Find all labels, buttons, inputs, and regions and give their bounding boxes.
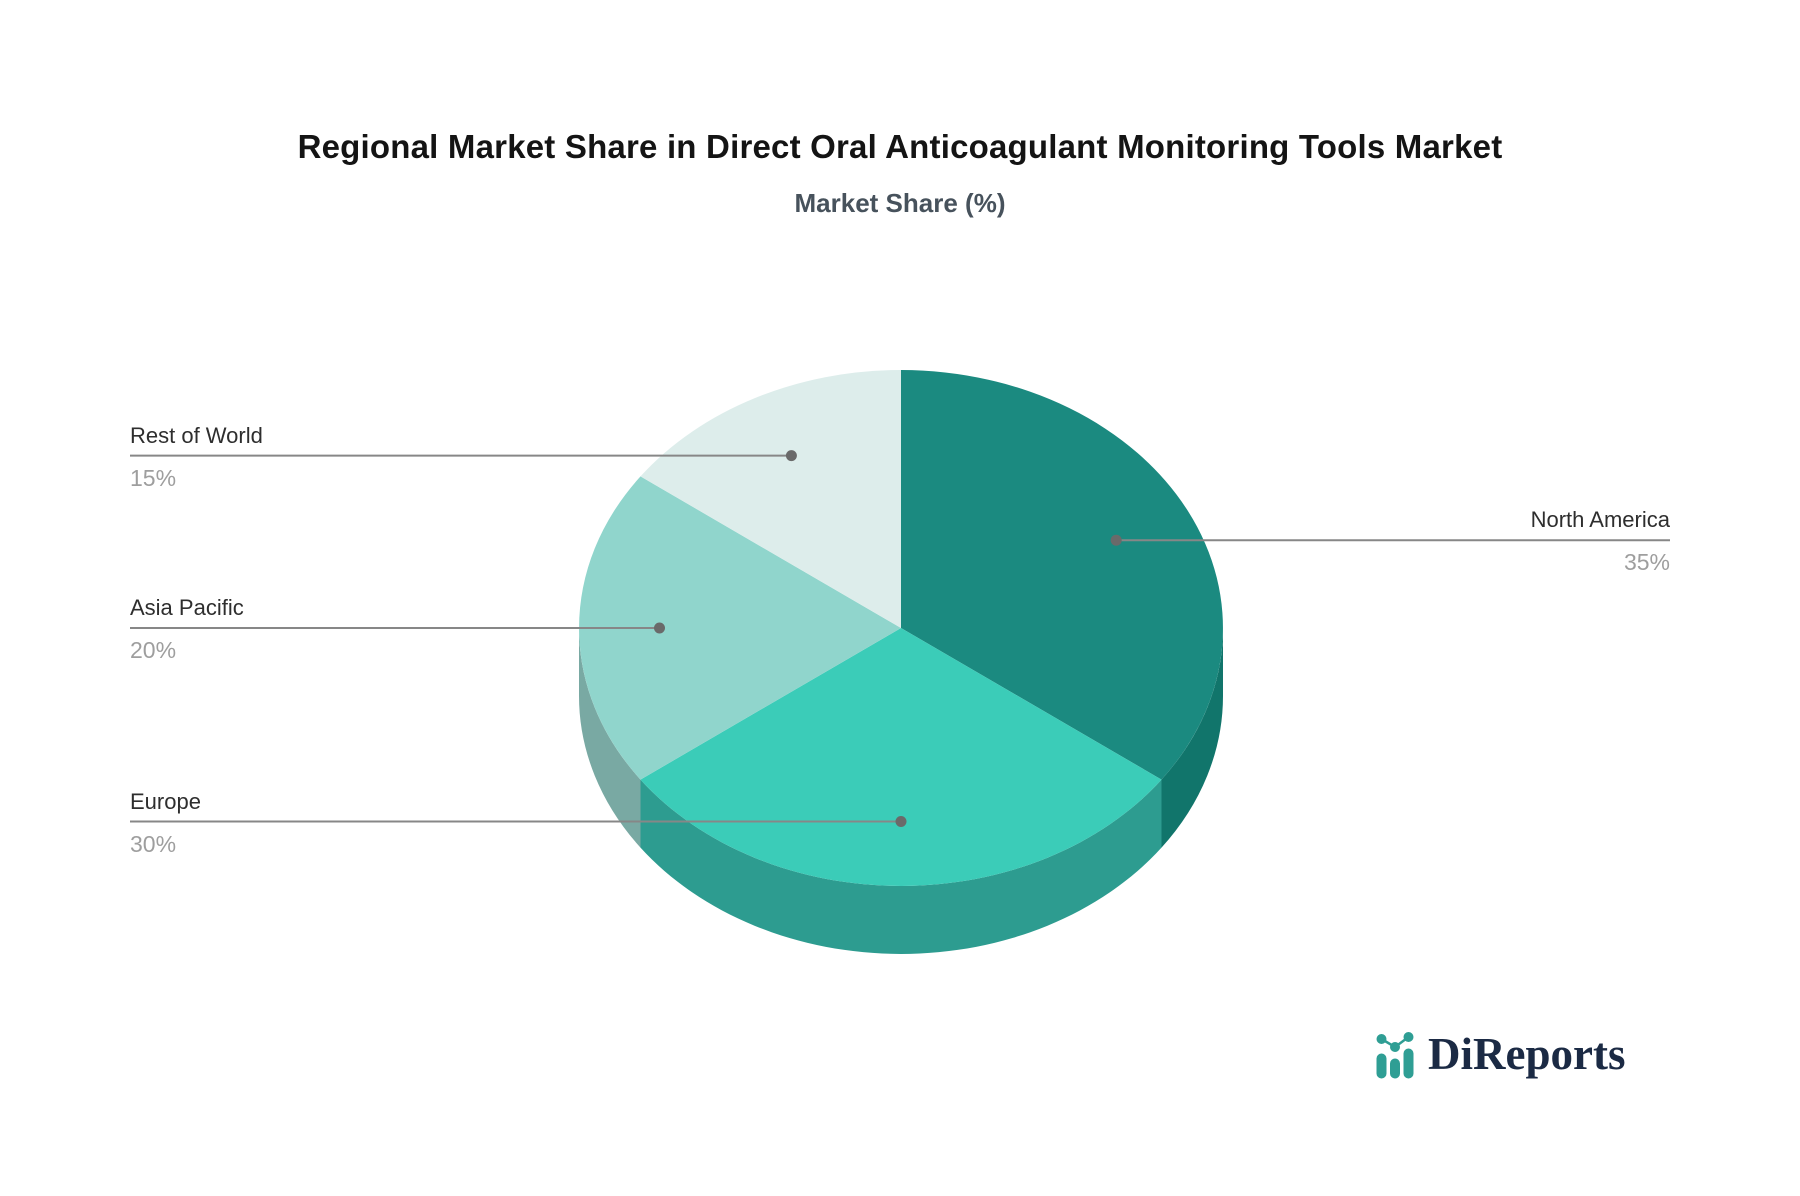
slice-label: North America	[1530, 507, 1670, 533]
slice-label-group-north-america: North America 35%	[1050, 506, 1670, 576]
slice-percent: 35%	[1623, 549, 1670, 576]
chart-subtitle: Market Share (%)	[794, 188, 1006, 218]
leader-dot	[1110, 534, 1122, 546]
pie-slice-asia-pacific[interactable]	[579, 476, 901, 780]
slice-percent: 15%	[130, 464, 177, 491]
leader-dot	[895, 816, 907, 827]
slice-label-group-rest-of-world: Rest of World 15%	[130, 422, 750, 492]
slice-percent: 20%	[130, 637, 177, 663]
logo-text: DiReports	[1428, 1029, 1626, 1079]
slice-label: Asia Pacific	[130, 595, 244, 620]
pie-slice-north-america[interactable]	[901, 370, 1223, 780]
pie-slice-side-europe	[640, 779, 1162, 954]
slice-label-group-asia-pacific: Asia Pacific 20%	[130, 594, 750, 664]
chart-title: Regional Market Share in Direct Oral Ant…	[297, 128, 1503, 165]
pie-slice-side-north-america	[1161, 628, 1223, 848]
pie-slice-rest-of-world[interactable]	[640, 370, 902, 628]
pie-slice-side-asia-pacific	[579, 628, 641, 848]
slice-label: Europe	[130, 788, 201, 814]
slice-percent: 30%	[130, 830, 177, 857]
bar-chart-logo-icon	[1376, 1032, 1414, 1079]
slice-label: Rest of World	[130, 422, 263, 448]
slice-label-group-europe: Europe 30%	[130, 788, 750, 858]
leader-dot	[654, 622, 665, 634]
logo: DiReports	[1374, 1028, 1625, 1080]
leader-dot	[785, 450, 797, 462]
